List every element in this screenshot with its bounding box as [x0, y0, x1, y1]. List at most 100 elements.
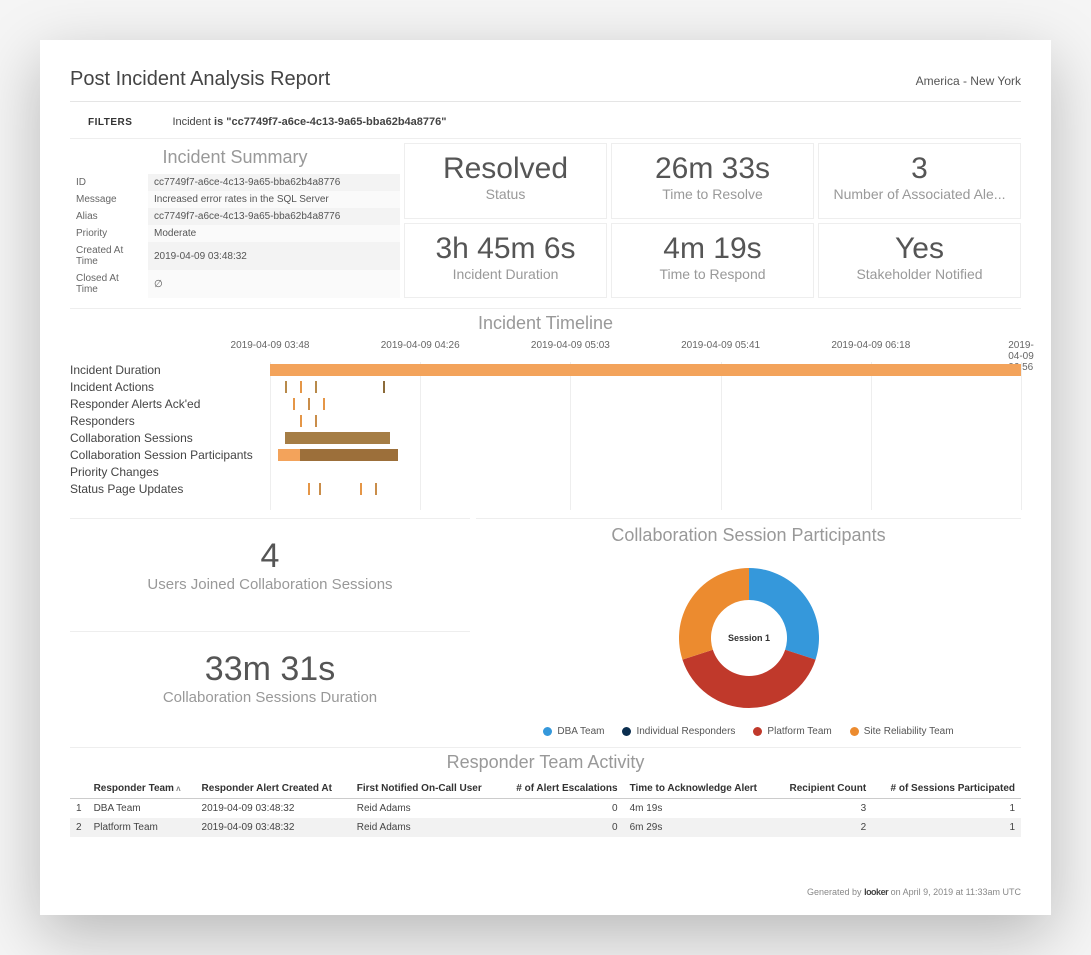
sort-caret-icon: ʌ	[174, 784, 181, 793]
gantt-marker[interactable]	[315, 415, 317, 427]
summary-row: MessageIncreased error rates in the SQL …	[70, 191, 400, 208]
column-header[interactable]: First Notified On-Call User	[351, 779, 500, 799]
metric-tile[interactable]: 26m 33sTime to Resolve	[611, 143, 814, 219]
timeline-row	[270, 396, 1021, 413]
summary-key: Priority	[70, 225, 148, 242]
metric-tile[interactable]: YesStakeholder Notified	[818, 223, 1021, 299]
column-header[interactable]: # of Alert Escalations	[500, 779, 624, 799]
timeline-row-label: Responders	[70, 413, 270, 430]
legend-item[interactable]: Individual Responders	[622, 726, 735, 737]
gantt-marker[interactable]	[293, 398, 295, 410]
rownum-header	[70, 779, 88, 799]
metric-tile[interactable]: 3h 45m 6sIncident Duration	[404, 223, 607, 299]
timeline-chart[interactable]: 2019-04-09 03:482019-04-09 04:262019-04-…	[270, 340, 1021, 510]
table-header-row: Responder Team ʌResponder Alert Created …	[70, 779, 1021, 799]
table-row[interactable]: 1DBA Team2019-04-09 03:48:32Reid Adams04…	[70, 799, 1021, 819]
legend-label: DBA Team	[557, 726, 604, 737]
legend-swatch	[622, 727, 631, 736]
gantt-marker[interactable]	[319, 483, 321, 495]
gantt-marker[interactable]	[315, 381, 317, 393]
footer: Generated by looker on April 9, 2019 at …	[70, 887, 1021, 897]
legend-label: Platform Team	[767, 726, 831, 737]
metric-label: Time to Resolve	[616, 186, 809, 202]
legend-item[interactable]: Site Reliability Team	[850, 726, 954, 737]
summary-key: Closed At Time	[70, 270, 148, 298]
gantt-marker[interactable]	[375, 483, 377, 495]
users-joined-label: Users Joined Collaboration Sessions	[76, 576, 464, 593]
donut-slice[interactable]	[682, 650, 815, 708]
users-joined-tile[interactable]: 4 Users Joined Collaboration Sessions	[70, 518, 470, 625]
legend-label: Individual Responders	[636, 726, 735, 737]
summary-row: Closed At Time∅	[70, 270, 400, 298]
summary-val: Moderate	[148, 225, 400, 242]
metric-value: Resolved	[409, 152, 602, 186]
sessions-duration-tile[interactable]: 33m 31s Collaboration Sessions Duration	[70, 631, 470, 738]
column-header[interactable]: # of Sessions Participated	[872, 779, 1021, 799]
report-frame: Post Incident Analysis Report America - …	[40, 40, 1051, 915]
responder-table[interactable]: Responder Team ʌResponder Alert Created …	[70, 779, 1021, 837]
summary-row: IDcc7749f7-a6ce-4c13-9a65-bba62b4a8776	[70, 174, 400, 191]
donut-chart[interactable]: Session 1	[476, 552, 1021, 722]
donut-slice[interactable]	[749, 568, 819, 660]
timeline-row	[270, 413, 1021, 430]
gantt-marker[interactable]	[308, 398, 310, 410]
legend-item[interactable]: DBA Team	[543, 726, 604, 737]
donut-slice[interactable]	[679, 568, 749, 660]
filter-expression[interactable]: Incident is "cc7749f7-a6ce-4c13-9a65-bba…	[172, 116, 446, 128]
timeline-row	[270, 430, 1021, 447]
summary-row: PriorityModerate	[70, 225, 400, 242]
timeline-row-label: Priority Changes	[70, 464, 270, 481]
gridline	[1021, 362, 1022, 510]
timeline-tick: 2019-04-09 04:26	[381, 340, 460, 351]
footer-prefix: Generated by	[807, 887, 864, 897]
gantt-marker[interactable]	[285, 381, 287, 393]
metric-label: Time to Respond	[616, 266, 809, 282]
column-header[interactable]: Recipient Count	[776, 779, 873, 799]
metric-tile[interactable]: ResolvedStatus	[404, 143, 607, 219]
timeline-tick: 2019-04-09 03:48	[231, 340, 310, 351]
gantt-bar[interactable]	[300, 449, 398, 461]
timeline-ticks: 2019-04-09 03:482019-04-09 04:262019-04-…	[270, 340, 1021, 362]
column-header[interactable]: Responder Alert Created At	[196, 779, 351, 799]
responder-table-section: Responder Team Activity Responder Team ʌ…	[70, 747, 1021, 837]
summary-title: Incident Summary	[70, 147, 400, 168]
gantt-marker[interactable]	[383, 381, 385, 393]
metric-tile[interactable]: 3Number of Associated Ale...	[818, 143, 1021, 219]
legend-item[interactable]: Platform Team	[753, 726, 831, 737]
gantt-bar[interactable]	[285, 432, 390, 444]
table-cell: 1	[872, 799, 1021, 819]
table-cell: 1	[872, 818, 1021, 837]
gantt-marker[interactable]	[300, 415, 302, 427]
table-row[interactable]: 2Platform Team2019-04-09 03:48:32Reid Ad…	[70, 818, 1021, 837]
table-cell: 2	[776, 818, 873, 837]
gantt-marker[interactable]	[360, 483, 362, 495]
summary-val: ∅	[148, 270, 400, 298]
gantt-marker[interactable]	[323, 398, 325, 410]
timeline-row	[270, 447, 1021, 464]
timeline-tick: 2019-04-09 05:03	[531, 340, 610, 351]
table-title: Responder Team Activity	[70, 752, 1021, 773]
summary-key: Message	[70, 191, 148, 208]
metric-tile[interactable]: 4m 19sTime to Respond	[611, 223, 814, 299]
legend-swatch	[850, 727, 859, 736]
summary-key: Created At Time	[70, 242, 148, 270]
header: Post Incident Analysis Report America - …	[70, 68, 1021, 102]
table-cell: 4m 19s	[624, 799, 776, 819]
gantt-marker[interactable]	[308, 483, 310, 495]
filters-heading: FILTERS	[88, 117, 132, 128]
column-header[interactable]: Responder Team ʌ	[88, 779, 196, 799]
timeline-row	[270, 464, 1021, 481]
gantt-bar[interactable]	[270, 364, 1021, 376]
table-cell: Reid Adams	[351, 799, 500, 819]
timeline-tick: 2019-04-09 05:41	[681, 340, 760, 351]
metric-value: 3h 45m 6s	[409, 232, 602, 266]
donut-panel: Collaboration Session Participants Sessi…	[476, 518, 1021, 737]
summary-val: Increased error rates in the SQL Server	[148, 191, 400, 208]
gantt-marker[interactable]	[300, 381, 302, 393]
timeline-row-label: Responder Alerts Ack'ed	[70, 396, 270, 413]
footer-brand: looker	[864, 887, 888, 897]
column-header[interactable]: Time to Acknowledge Alert	[624, 779, 776, 799]
sessions-duration-label: Collaboration Sessions Duration	[76, 689, 464, 706]
filters-bar: FILTERS Incident is "cc7749f7-a6ce-4c13-…	[70, 108, 1021, 139]
timeline-row	[270, 362, 1021, 379]
